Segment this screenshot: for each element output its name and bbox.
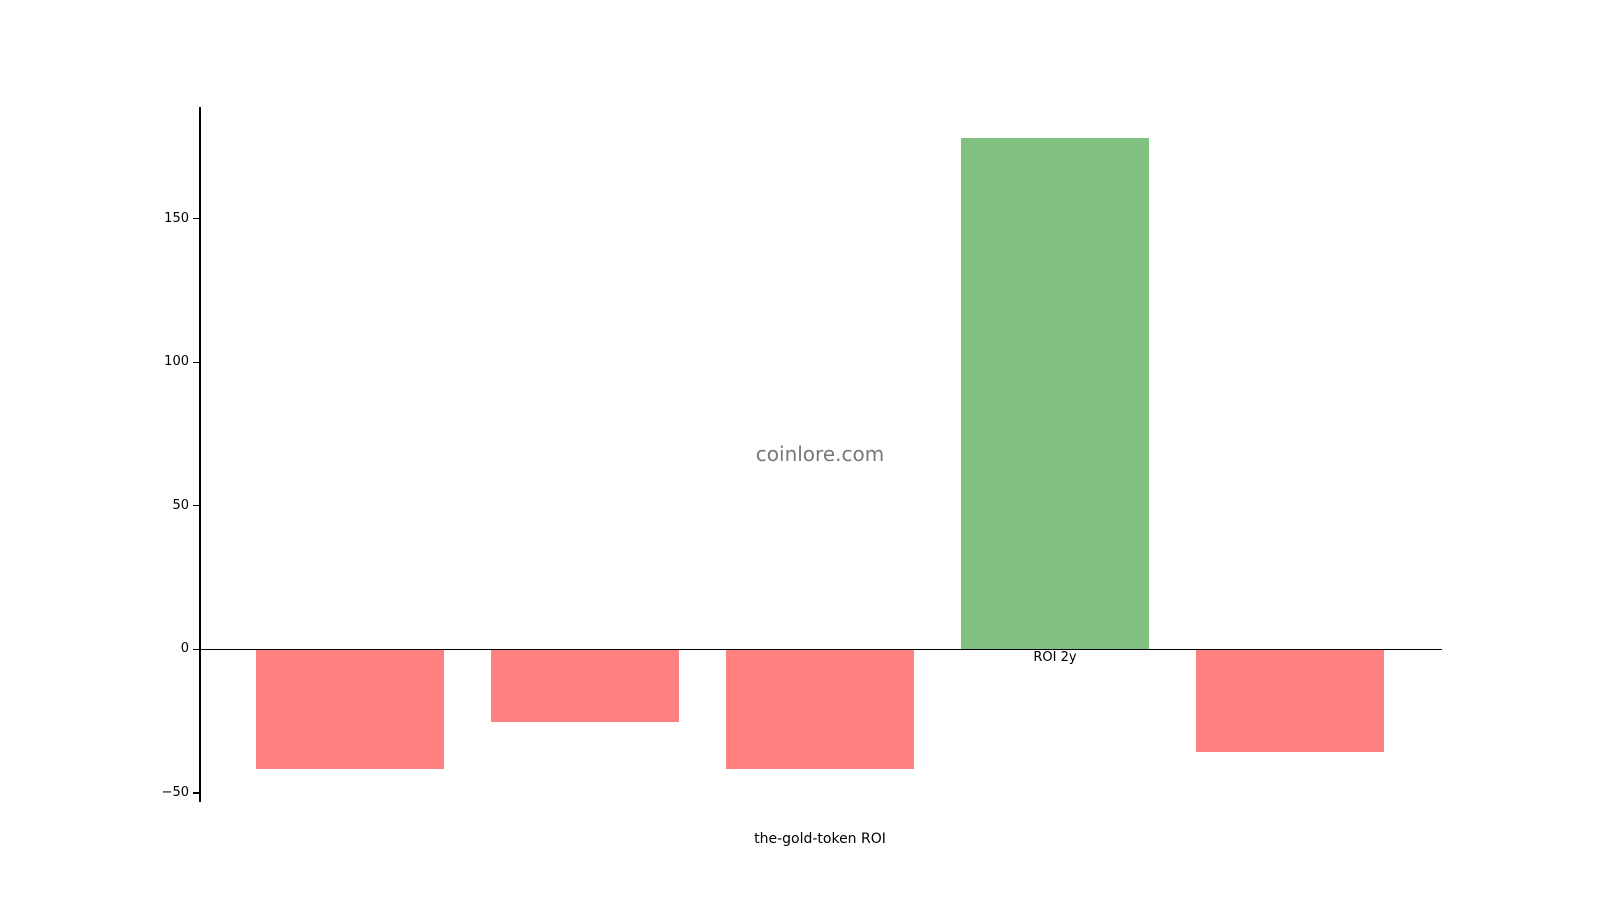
bar-5-negative bbox=[1196, 649, 1384, 752]
bar-2-negative bbox=[491, 649, 679, 723]
bar-4-positive bbox=[961, 138, 1149, 650]
x-axis-title: the-gold-token ROI bbox=[754, 831, 886, 847]
y-tick-mark bbox=[192, 505, 200, 507]
y-tick-label: 50 bbox=[172, 497, 189, 513]
watermark-text: coinlore.com bbox=[755, 442, 885, 466]
y-tick-label: 0 bbox=[180, 641, 189, 657]
y-axis-spine bbox=[199, 107, 201, 802]
x-axis-zero-line bbox=[199, 648, 1442, 650]
y-tick-label: −50 bbox=[161, 784, 189, 800]
y-tick-mark bbox=[192, 361, 200, 363]
x-tick-label: ROI 2y bbox=[1033, 650, 1077, 666]
y-tick-mark bbox=[192, 648, 200, 650]
bar-1-negative bbox=[256, 649, 444, 770]
y-tick-label: 100 bbox=[164, 354, 189, 370]
y-tick-mark bbox=[192, 217, 200, 220]
y-tick-label: 150 bbox=[164, 210, 189, 226]
y-tick-mark bbox=[192, 792, 200, 794]
bar-3-negative bbox=[726, 649, 914, 770]
